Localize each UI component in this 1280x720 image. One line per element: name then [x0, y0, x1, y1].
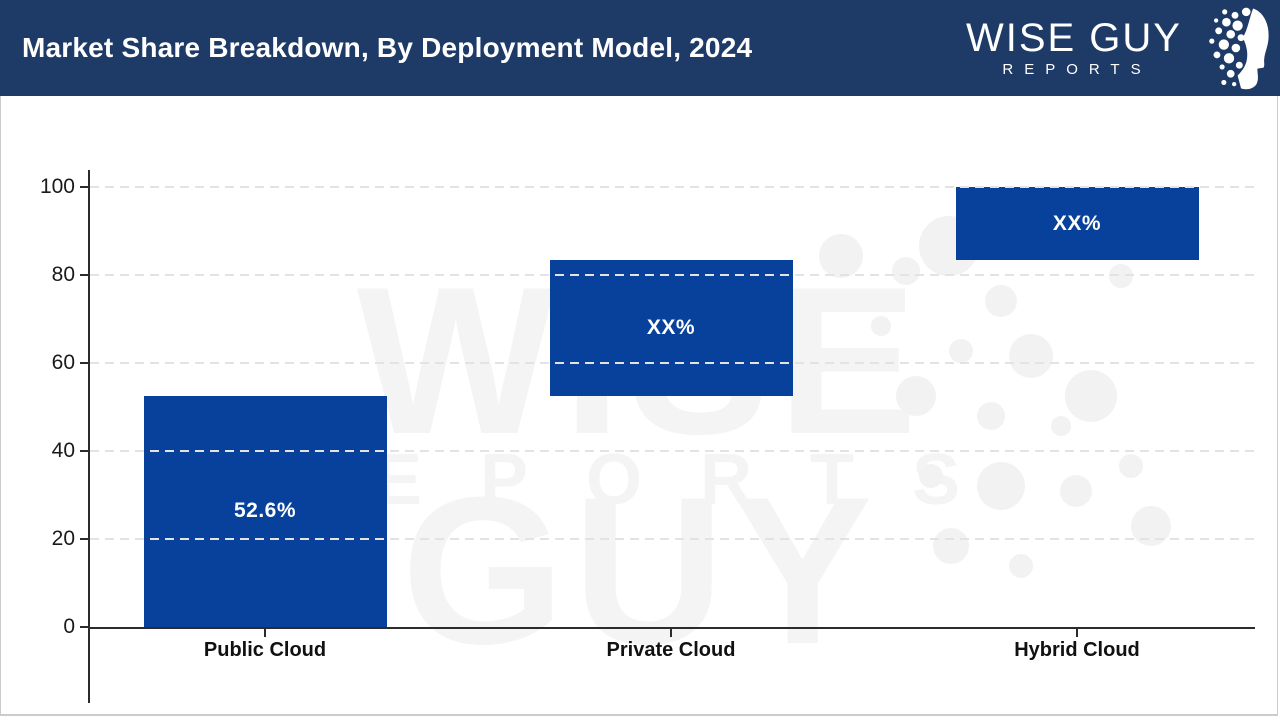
watermark-dot	[1051, 416, 1071, 436]
gridline-20	[90, 538, 1254, 540]
watermark-dot	[819, 234, 863, 278]
y-tick-mark-20	[80, 538, 88, 540]
y-tick-label-20: 20	[51, 527, 75, 550]
watermark-dot	[1009, 334, 1053, 378]
y-tick-mark-0	[80, 626, 88, 628]
bar-value-label: 52.6%	[233, 499, 297, 523]
bar-value-label: XX%	[1052, 211, 1102, 235]
y-tick-mark-100	[80, 186, 88, 188]
watermark-dot	[985, 285, 1017, 317]
gridline-40	[90, 450, 1254, 452]
watermark-dot	[919, 464, 943, 488]
y-axis-line	[88, 170, 90, 703]
brand-name: WISE GUY	[965, 16, 1182, 60]
gridline-100	[90, 186, 1254, 188]
y-tick-label-40: 40	[51, 439, 75, 462]
y-tick-label-100: 100	[39, 175, 75, 198]
x-category-label-hybrid-cloud: Hybrid Cloud	[1014, 639, 1140, 661]
bar-public-cloud: 52.6%	[143, 395, 387, 627]
gridline-60	[90, 362, 1254, 364]
watermark-dot	[933, 528, 969, 564]
bar-hybrid-cloud: XX%	[955, 187, 1199, 261]
watermark-dot	[1009, 554, 1033, 578]
watermark-dot	[871, 316, 891, 336]
watermark-dot	[949, 339, 973, 363]
watermark-dot	[1131, 506, 1171, 546]
brand-logo: WISE GUY REPORTS	[966, 4, 1272, 92]
y-tick-label-80: 80	[51, 263, 75, 286]
page-title: Market Share Breakdown, By Deployment Mo…	[22, 32, 753, 63]
y-tick-mark-60	[80, 362, 88, 364]
y-tick-label-0: 0	[63, 615, 75, 638]
header-bar: Market Share Breakdown, By Deployment Mo…	[0, 0, 1280, 96]
watermark-dot	[1065, 370, 1117, 422]
y-tick-label-60: 60	[51, 351, 75, 374]
bar-private-cloud: XX%	[549, 260, 793, 396]
x-tick-mark-2	[670, 629, 672, 637]
x-axis-line	[88, 627, 1255, 629]
x-tick-mark-1	[264, 629, 266, 637]
dotted-head-icon	[1209, 7, 1269, 90]
bar-value-label: XX%	[646, 315, 696, 339]
y-tick-mark-80	[80, 274, 88, 276]
gridline-80	[90, 274, 1254, 276]
watermark-dot	[977, 462, 1025, 510]
brand-subname: REPORTS	[1002, 61, 1152, 78]
x-tick-mark-3	[1076, 629, 1078, 637]
watermark-dot	[896, 376, 936, 416]
x-category-label-private-cloud: Private Cloud	[606, 639, 736, 661]
brand-logo-text: WISE GUY REPORTS	[966, 18, 1182, 78]
watermark-dot	[892, 257, 920, 285]
y-tick-mark-40	[80, 450, 88, 452]
watermark-dot	[1109, 264, 1133, 288]
x-category-label-public-cloud: Public Cloud	[203, 639, 327, 661]
watermark-dot	[977, 402, 1005, 430]
watermark-dot	[1119, 454, 1143, 478]
watermark-dot	[1060, 475, 1092, 507]
